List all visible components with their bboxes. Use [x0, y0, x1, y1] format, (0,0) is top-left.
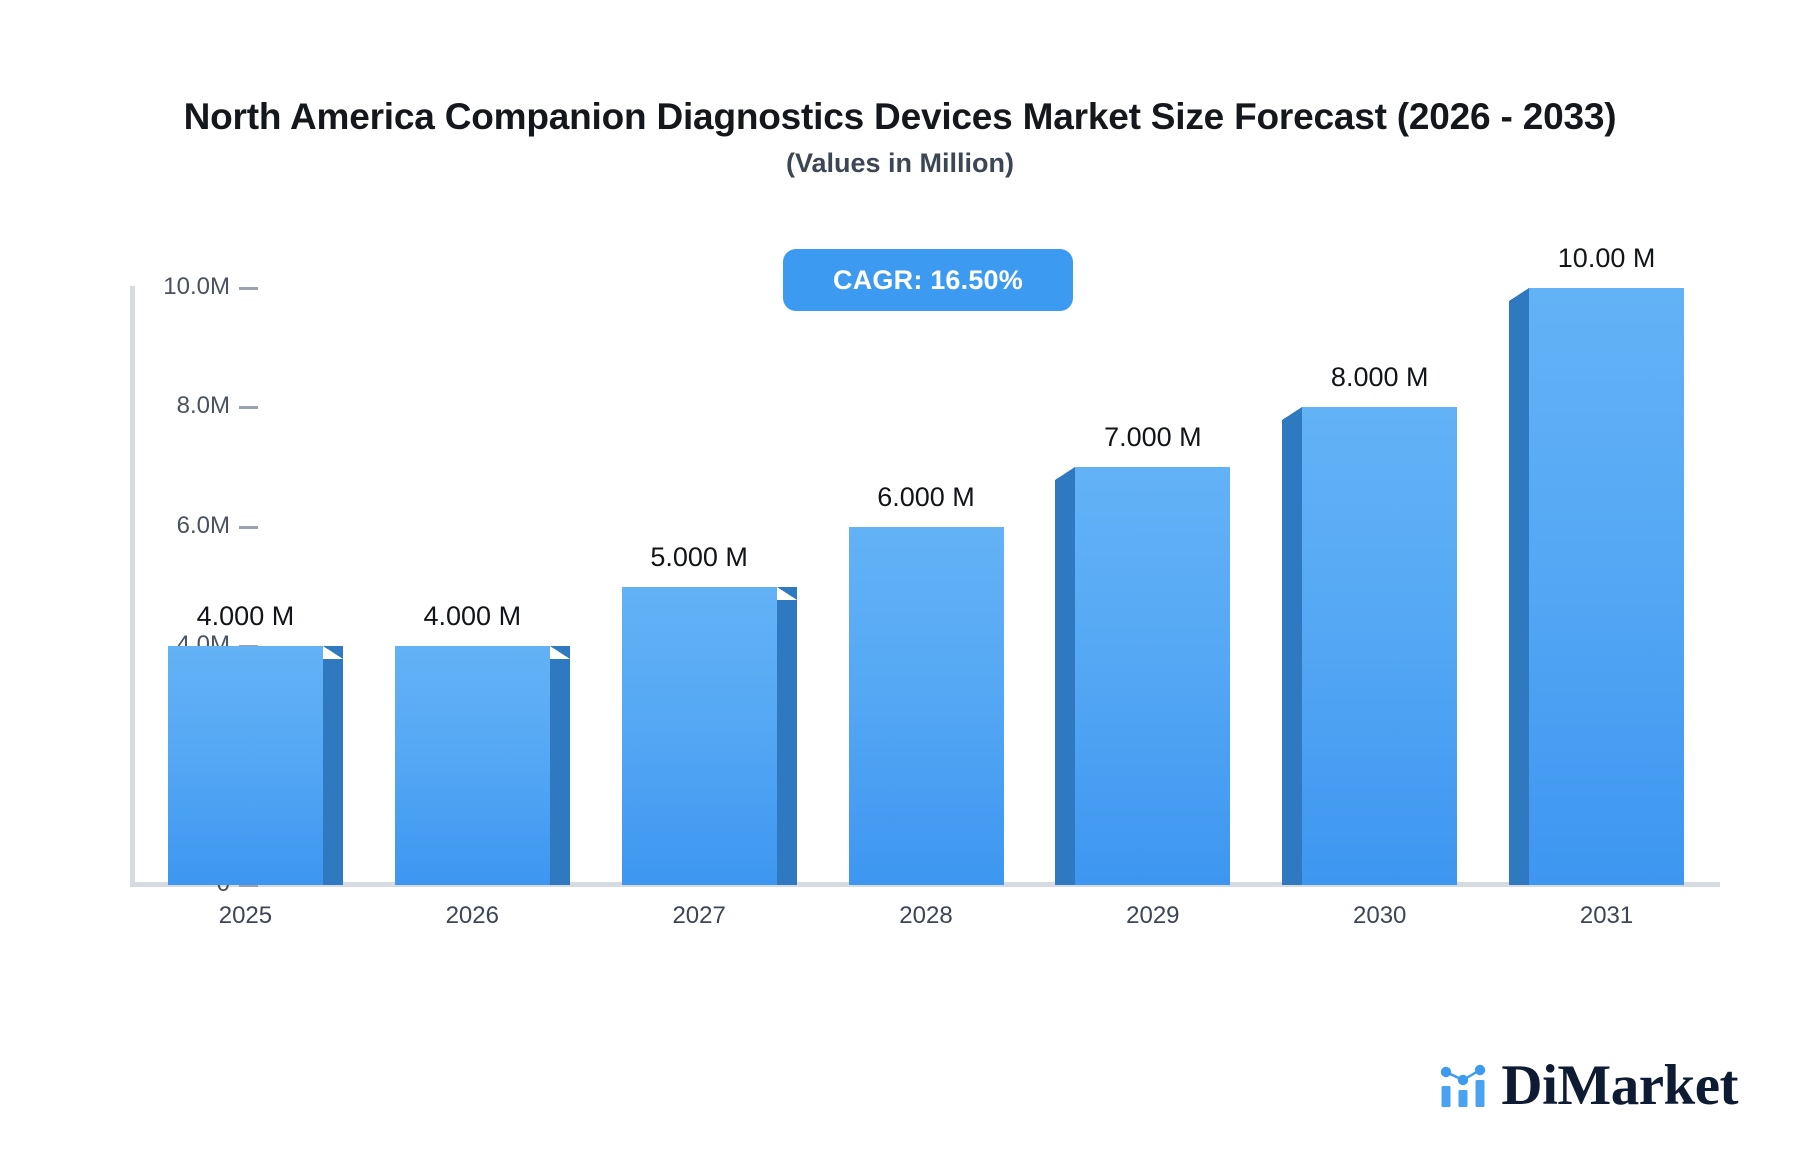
bar-side-face — [1509, 301, 1530, 885]
bar-column: 7.000 M — [1055, 422, 1231, 885]
bar-column: 8.000 M — [1282, 362, 1458, 885]
bar-chart-dots-icon — [1441, 1064, 1486, 1107]
bar-column: 4.000 M — [167, 601, 343, 885]
bar-value-label: 6.000 M — [877, 481, 975, 512]
bar-side-bevel — [776, 586, 797, 600]
bar-side-face — [549, 659, 570, 885]
x-axis-tick-label: 2028 — [899, 902, 953, 929]
y-axis-tick-label: 6.0M — [176, 511, 230, 539]
y-axis-tick-label: 8.0M — [176, 392, 230, 420]
bar-column: 5.000 M — [621, 542, 797, 885]
bar-front-face — [1302, 407, 1458, 885]
bar-column: 4.000 M — [394, 601, 570, 885]
bar-front-face — [621, 586, 777, 885]
cagr-badge: CAGR: 16.50% — [783, 249, 1073, 311]
bar-front-face — [1075, 467, 1231, 885]
bar-side-bevel — [1282, 407, 1303, 421]
y-axis-tick-mark — [239, 884, 258, 887]
y-axis-tick-mark — [239, 525, 258, 529]
bar-value-label: 8.000 M — [1330, 362, 1429, 393]
bar-front-face — [848, 526, 1004, 885]
bar-side-bevel — [1055, 467, 1076, 481]
brand-logo: DiMarket — [1437, 1057, 1738, 1114]
bar-side-face — [1282, 420, 1303, 885]
bar-side-bevel — [549, 646, 570, 660]
page-title: North America Companion Diagnostics Devi… — [183, 96, 1617, 137]
x-axis-tick-label: 2027 — [672, 902, 726, 929]
bar-column: 6.000 M — [848, 482, 1004, 885]
bar-side-bevel — [1509, 288, 1530, 301]
bar-column: 10.00 M — [1509, 243, 1685, 885]
bar-side-face — [322, 659, 343, 885]
x-axis-tick-label: 2025 — [218, 902, 273, 929]
bar-value-label: 4.000 M — [196, 601, 295, 632]
y-axis-tick-mark — [239, 406, 258, 410]
bar-side-face — [1055, 480, 1076, 885]
bar-value-label: 5.000 M — [650, 541, 748, 572]
x-axis-tick-label: 2029 — [1126, 902, 1180, 929]
bar-value-label: 10.00 M — [1557, 243, 1656, 273]
bar-side-bevel — [322, 646, 343, 660]
cagr-badge-label: CAGR: 16.50% — [833, 264, 1023, 295]
bar-value-label: 7.000 M — [1104, 422, 1202, 453]
bar-front-face — [394, 646, 550, 885]
chart-subtitle: (Values in Million) — [785, 148, 1015, 178]
y-axis-tick-label: 10.0M — [163, 273, 230, 300]
bar-front-face — [167, 646, 323, 885]
bar-value-label: 4.000 M — [423, 601, 522, 632]
x-axis-tick-label: 2031 — [1579, 902, 1634, 929]
y-axis-line — [130, 286, 135, 887]
bar-side-face — [776, 599, 797, 885]
x-axis-tick-label: 2030 — [1353, 902, 1407, 929]
x-axis-tick-label: 2026 — [445, 902, 499, 929]
y-axis-tick-mark — [239, 287, 258, 290]
bar-front-face — [1529, 288, 1685, 885]
brand-name: DiMarket — [1501, 1054, 1738, 1117]
